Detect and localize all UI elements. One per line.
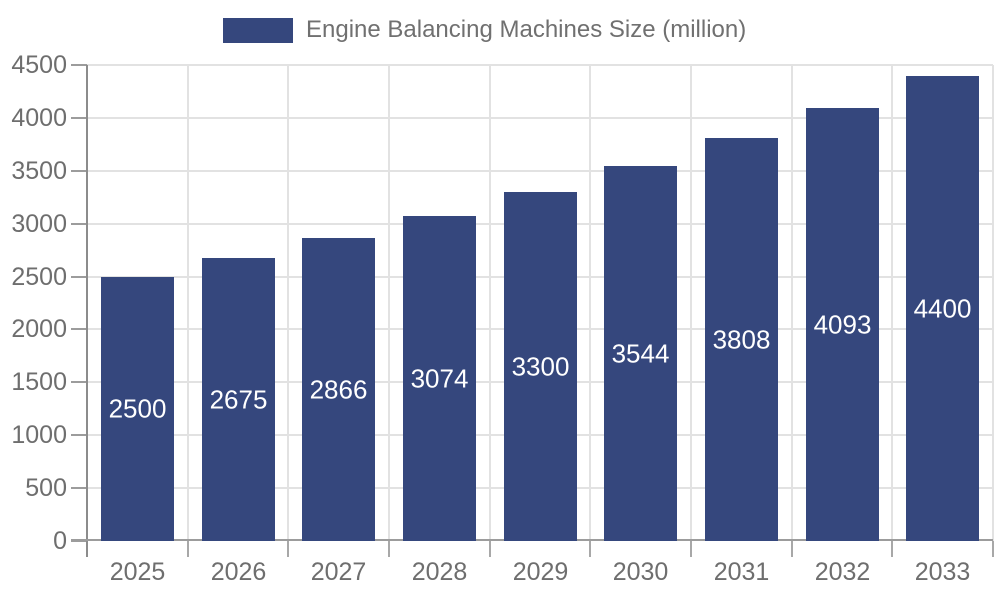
y-axis-tick-label: 0 (53, 527, 67, 555)
y-axis-tick-label: 1000 (11, 421, 67, 450)
y-axis-tick-label: 1500 (11, 368, 67, 397)
x-axis-tick (992, 541, 994, 557)
gridline-vertical (388, 65, 390, 541)
bar-value-label: 3808 (712, 324, 771, 354)
gridline-vertical (589, 65, 591, 541)
legend-label: Engine Balancing Machines Size (million) (306, 16, 747, 43)
y-axis-tick (71, 434, 87, 437)
gridline-horizontal (87, 116, 993, 119)
x-axis-label: 2026 (210, 558, 267, 586)
y-axis-tick-label: 2000 (11, 315, 67, 344)
x-axis-label: 2032 (814, 558, 871, 586)
bar-2032[interactable]: 4093 (806, 108, 879, 541)
y-axis-tick-label: 500 (25, 474, 67, 503)
x-axis-label: 2025 (109, 558, 166, 586)
bar-2025[interactable]: 2500 (101, 277, 174, 541)
bar-2027[interactable]: 2866 (302, 238, 375, 541)
y-axis-tick-label: 4500 (11, 51, 67, 79)
x-axis-tick (287, 541, 289, 557)
x-axis-label: 2027 (310, 558, 367, 586)
legend-swatch (223, 17, 293, 43)
y-axis-tick (71, 222, 87, 225)
bar-value-label: 4093 (813, 309, 872, 339)
gridline-vertical (489, 65, 491, 541)
bar-value-label: 2866 (309, 374, 368, 404)
y-axis-tick-label: 3500 (11, 156, 67, 185)
bar-value-label: 2675 (209, 384, 268, 414)
x-axis-label: 2031 (713, 558, 770, 586)
y-axis-tick (71, 275, 87, 278)
gridline-vertical (187, 65, 189, 541)
x-axis-tick (489, 541, 491, 557)
x-axis-tick (187, 541, 189, 557)
y-axis-tick (71, 116, 87, 119)
x-axis-tick (589, 541, 591, 557)
y-axis-tick (71, 169, 87, 172)
bar-2029[interactable]: 3300 (504, 192, 577, 541)
x-axis-tick (791, 541, 793, 557)
gridline-vertical (287, 65, 289, 541)
gridline-vertical (992, 65, 994, 541)
y-axis-tick (71, 64, 87, 66)
y-axis-tick-label: 3000 (11, 209, 67, 238)
bar-2026[interactable]: 2675 (202, 258, 275, 541)
x-axis-tick (891, 541, 893, 557)
x-axis-tick (690, 541, 692, 557)
x-axis-tick (388, 541, 390, 557)
y-axis-tick-label: 4000 (11, 103, 67, 132)
legend-item[interactable]: Engine Balancing Machines Size (million) (223, 16, 747, 43)
y-axis-line (86, 65, 88, 557)
gridline-vertical (690, 65, 692, 541)
bar-value-label: 3074 (410, 363, 469, 393)
gridline-horizontal (87, 64, 993, 66)
bar-value-label: 4400 (913, 293, 972, 323)
gridline-horizontal (87, 169, 993, 172)
gridline-vertical (891, 65, 893, 541)
bar-2028[interactable]: 3074 (403, 216, 476, 541)
bar-2031[interactable]: 3808 (705, 138, 778, 541)
bar-2030[interactable]: 3544 (604, 166, 677, 541)
bar-value-label: 2500 (108, 393, 167, 424)
y-axis-tick (71, 381, 87, 384)
bar-2033[interactable]: 4400 (906, 76, 979, 541)
bar-value-label: 3544 (611, 338, 670, 368)
gridline-vertical (791, 65, 793, 541)
x-axis-label: 2029 (512, 558, 569, 586)
y-axis-tick (71, 540, 87, 542)
bar-value-label: 3300 (511, 351, 570, 381)
x-axis-label: 2030 (612, 558, 669, 586)
y-axis-tick (71, 487, 87, 490)
plot-area: 0 500 1000 1500 2000 2500 3000 3500 4000 4500 2500… (11, 51, 994, 586)
y-axis-tick (71, 328, 87, 331)
x-axis-label: 2028 (411, 558, 468, 586)
x-axis-label: 2033 (914, 558, 971, 586)
y-axis-tick-label: 2500 (11, 262, 67, 291)
